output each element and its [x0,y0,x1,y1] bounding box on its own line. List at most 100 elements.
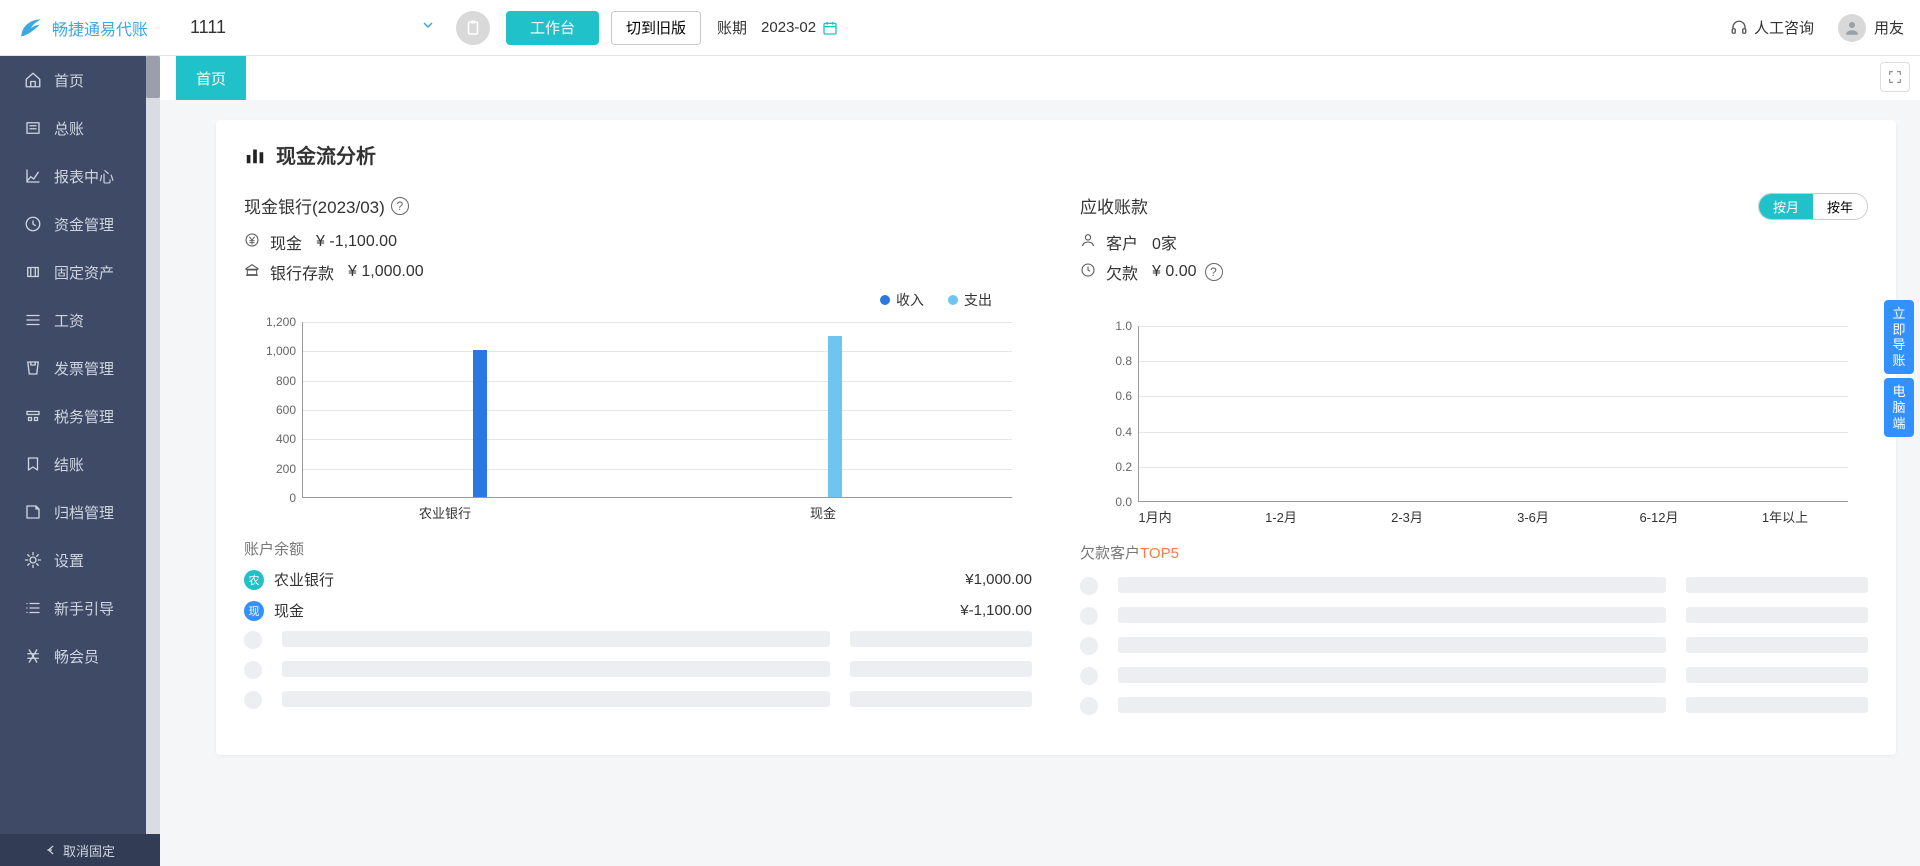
brand-name: 畅捷通易代账 [52,16,148,40]
toggle-year-button[interactable]: 按年 [1813,194,1867,219]
clipboard-button[interactable] [456,11,490,45]
sidebar-item[interactable]: 归档管理 [0,488,160,536]
sidebar-item[interactable]: 报表中心 [0,152,160,200]
ytick: 1.0 [1092,319,1132,333]
sidebar-item[interactable]: 资金管理 [0,200,160,248]
account-badge: 农 [244,570,264,590]
help-icon[interactable]: ? [1205,263,1223,281]
headset-icon [1730,19,1748,37]
top5-heading: 欠款客户TOP5 [1080,542,1868,563]
brand-feather-icon [18,15,44,41]
ytick: 0.8 [1092,354,1132,368]
sidebar-item[interactable]: 固定资产 [0,248,160,296]
chart-legend: 收入 支出 [244,290,1032,310]
company-name: 1111 [190,17,226,38]
calendar-icon [822,20,838,36]
ytick: 0.2 [1092,460,1132,474]
consult-link[interactable]: 人工咨询 [1730,17,1814,38]
sidebar-item[interactable]: 设置 [0,536,160,584]
account-name: 农业银行 [274,569,334,590]
user-menu[interactable]: 用友 [1838,14,1904,42]
sidebar-scrollbar-track[interactable] [146,56,160,834]
legend-income-swatch [880,295,890,305]
sidebar-item-label: 报表中心 [54,166,114,187]
sidebar-item[interactable]: 税务管理 [0,392,160,440]
help-icon[interactable]: ? [391,197,409,215]
xtick: 2-3月 [1367,507,1447,526]
legend-income-label: 收入 [896,290,924,310]
sidebar-item[interactable]: 首页 [0,56,160,104]
legend-expense[interactable]: 支出 [948,290,992,310]
debt-label: 欠款 [1106,260,1138,284]
company-select[interactable]: 1111 [178,8,448,48]
legend-income[interactable]: 收入 [880,290,924,310]
period-picker[interactable]: 2023-02 [761,19,838,36]
main-content: 首页 现金流分析 现金银行(202 [160,56,1920,866]
skeleton-row [1080,607,1868,625]
tab-label: 首页 [196,68,226,89]
bar [828,336,842,497]
import-float-button[interactable]: 立即导账 [1884,300,1914,374]
sidebar-item-icon [24,455,42,473]
sidebar-item-icon [24,119,42,137]
top5-hot: TOP5 [1140,545,1179,562]
float-column: 立即导账 电脑端 [1884,300,1914,437]
ytick: 0.4 [1092,425,1132,439]
avatar [1838,14,1866,42]
sidebar-item[interactable]: 发票管理 [0,344,160,392]
skeleton-row [1080,637,1868,655]
sidebar-item-icon [24,71,42,89]
sidebar-item-label: 设置 [54,550,84,571]
user-icon [1080,232,1098,253]
sidebar-item[interactable]: 新手引导 [0,584,160,632]
sidebar-item[interactable]: 总账 [0,104,160,152]
workbench-button[interactable]: 工作台 [506,11,599,45]
sidebar-item-label: 发票管理 [54,358,114,379]
legend-expense-label: 支出 [964,290,992,310]
account-amount: ¥1,000.00 [965,571,1032,588]
old-version-button[interactable]: 切到旧版 [611,11,701,45]
sidebar-item-icon [24,359,42,377]
sidebar-item[interactable]: 畅会员 [0,632,160,680]
xtick: 现金 [783,503,863,522]
period-toggle: 按月 按年 [1758,193,1868,220]
bar [473,350,487,497]
sidebar-item-label: 归档管理 [54,502,114,523]
period-label: 账期 [717,17,747,38]
xtick: 1-2月 [1241,507,1321,526]
sidebar-scrollbar-thumb[interactable] [146,56,160,98]
fullscreen-button[interactable] [1880,62,1910,92]
account-row[interactable]: 农农业银行 ¥1,000.00 [244,569,1032,590]
fullscreen-icon [1887,69,1903,85]
topbar: 畅捷通易代账 1111 工作台 切到旧版 账期 2023-02 人工咨询 [0,0,1920,56]
unpin-icon [45,843,59,857]
account-row[interactable]: 现现金 ¥-1,100.00 [244,600,1032,621]
chevron-down-icon [420,17,436,38]
deposit-value: ¥ 1,000.00 [348,263,424,281]
cash-label: 现金 [270,230,302,254]
account-badge: 现 [244,601,264,621]
toggle-month-button[interactable]: 按月 [1759,194,1813,219]
tab-home[interactable]: 首页 [176,56,246,100]
clipboard-icon [464,19,482,37]
top5-grey: 欠款客户 [1080,545,1140,562]
period-value: 2023-02 [761,19,816,36]
ytick: 800 [256,374,296,388]
sidebar-unpin-button[interactable]: 取消固定 [0,834,160,866]
user-name: 用友 [1874,17,1904,38]
sidebar-item-icon [24,503,42,521]
sidebar-item[interactable]: 结账 [0,440,160,488]
skeleton-row [244,661,1032,679]
sidebar-item-label: 税务管理 [54,406,114,427]
debt-icon [1080,262,1098,283]
account-amount: ¥-1,100.00 [960,602,1032,619]
sidebar-item[interactable]: 工资 [0,296,160,344]
yen-icon [244,232,262,253]
cash-bank-section: 现金银行(2023/03) ? 现金 ¥ -1,100.00 [244,193,1032,727]
xtick: 6-12月 [1619,507,1699,526]
ytick: 600 [256,403,296,417]
account-name: 现金 [274,600,304,621]
cash-value: ¥ -1,100.00 [316,233,397,251]
pc-float-button[interactable]: 电脑端 [1884,378,1914,437]
ytick: 0 [256,491,296,505]
